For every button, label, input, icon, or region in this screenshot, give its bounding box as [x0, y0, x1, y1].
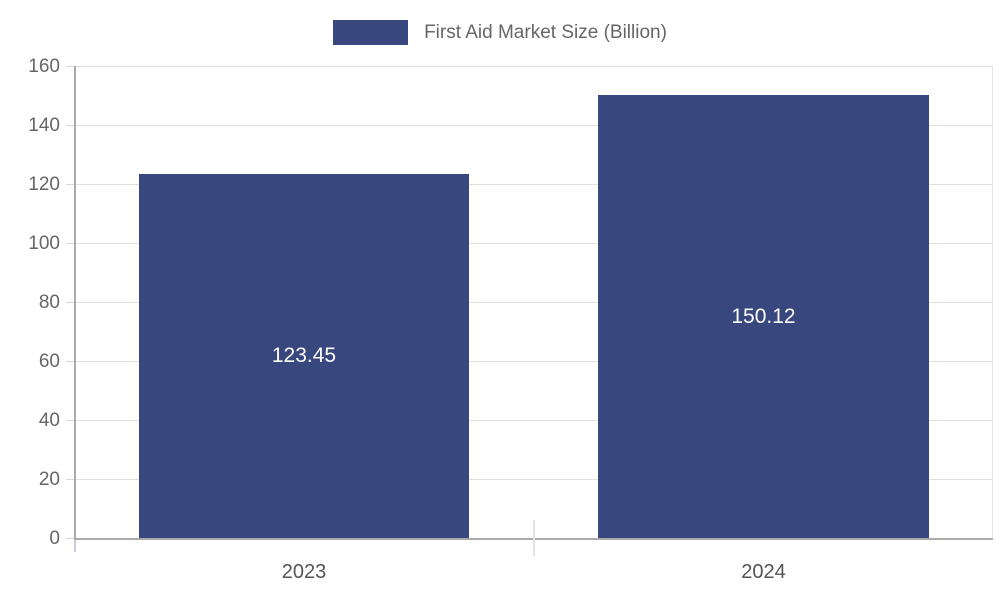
y-tick-mark-100 — [66, 243, 74, 244]
bar-value-label-2023: 123.45 — [271, 344, 337, 367]
y-axis-label-60: 60 — [38, 351, 60, 372]
legend-item-label: First Aid Market Size (Billion) — [424, 21, 667, 43]
y-axis-label-0: 0 — [49, 528, 60, 549]
y-tick-mark-160 — [66, 66, 74, 67]
y-tick-mark-0 — [66, 538, 74, 539]
y-axis-label-120: 120 — [28, 174, 60, 195]
gridline-100 — [74, 243, 993, 244]
y-tick-mark-60 — [66, 361, 74, 362]
chart-legend: First Aid Market Size (Billion) — [0, 12, 1000, 52]
gridline-120 — [74, 184, 993, 185]
bar-value-label-2024: 150.12 — [731, 305, 796, 328]
y-tick-mark-40 — [66, 420, 74, 421]
y-tick-mark-80 — [66, 302, 74, 303]
gridline-140 — [74, 125, 993, 126]
legend-color-swatch-icon — [333, 19, 409, 45]
plot-area — [74, 66, 993, 538]
y-axis-label-40: 40 — [38, 410, 60, 431]
gridline-80 — [74, 302, 993, 303]
gridline-20 — [74, 479, 993, 480]
category-separator-tick — [533, 520, 535, 556]
gridline-160 — [74, 66, 993, 67]
y-tick-mark-140 — [66, 125, 74, 126]
y-axis-label-140: 140 — [28, 115, 60, 136]
y-axis-label-100: 100 — [28, 233, 60, 254]
y-axis-label-80: 80 — [38, 292, 60, 313]
y-axis-line — [74, 66, 76, 539]
y-tick-mark-20 — [66, 479, 74, 480]
bar-2024[interactable] — [598, 95, 929, 538]
y-axis-origin-tick — [74, 540, 76, 552]
y-tick-mark-120 — [66, 184, 74, 185]
legend-item-first-aid-market-size[interactable]: First Aid Market Size (Billion) — [333, 19, 667, 45]
gridline-60 — [74, 361, 993, 362]
bar-2023[interactable] — [139, 174, 469, 538]
y-axis-label-20: 20 — [38, 469, 60, 490]
x-axis-label-2024: 2024 — [741, 561, 786, 583]
y-axis-label-160: 160 — [28, 56, 60, 77]
x-axis-label-2023: 2023 — [281, 561, 327, 583]
gridline-40 — [74, 420, 993, 421]
